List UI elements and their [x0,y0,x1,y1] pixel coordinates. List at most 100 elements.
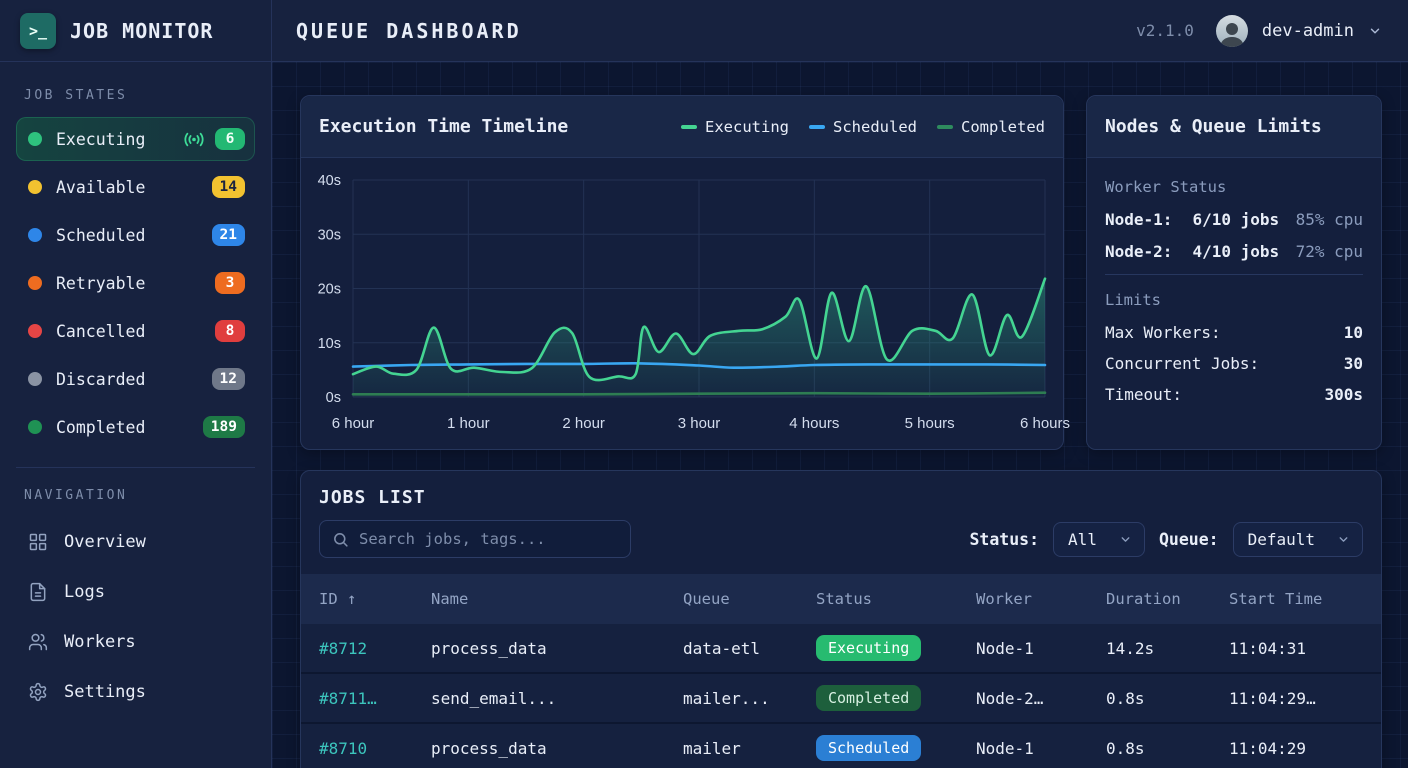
status-badge: Completed [816,685,922,711]
state-label: Cancelled [56,321,146,341]
column-id[interactable]: ID ↑ [319,590,357,608]
column-status[interactable]: Status [816,590,872,608]
username[interactable]: dev-admin [1261,20,1354,41]
job-worker: Node-2… [976,688,1044,708]
table-row[interactable]: #8711… send_email... mailer... Completed… [301,674,1381,724]
svg-text:5 hours: 5 hours [905,415,955,432]
worker-status-heading: Worker Status [1105,178,1227,196]
queue-filter-label: Queue: [1158,529,1219,549]
svg-text:0s: 0s [326,390,341,406]
search-icon [334,532,348,547]
status-dot [28,372,42,386]
limit-row: Timeout: 300s [1105,385,1363,404]
legend-executing: Executing [681,118,789,136]
sidebar-state-cancelled[interactable]: Cancelled 8 [16,309,255,353]
jobs-panel: JOBS LIST Status: All Queue: Default [300,470,1382,768]
sidebar-item-settings[interactable]: Settings [16,667,255,717]
sidebar-state-completed[interactable]: Completed 189 [16,405,255,449]
column-worker[interactable]: Worker [976,590,1032,608]
state-label: Completed [56,417,146,437]
job-start-time: 11:04:29 [1229,738,1307,758]
status-filter-label: Status: [969,529,1040,549]
limit-row: Max Workers: 10 [1105,323,1363,342]
count-badge: 12 [211,368,245,390]
state-label: Discarded [56,369,146,389]
sidebar-state-executing[interactable]: Executing 6 [16,117,255,161]
sidebar-state-retryable[interactable]: Retryable 3 [16,261,255,305]
state-label: Available [56,177,146,197]
sidebar-divider [16,467,255,468]
svg-text:2 hour: 2 hour [562,415,605,432]
svg-text:40s: 40s [318,173,341,189]
job-duration: 0.8s [1106,738,1145,758]
users-icon [28,633,48,651]
job-states-heading: JOB STATES [24,88,128,103]
table-row[interactable]: #8710 process_data mailer Scheduled Node… [301,724,1381,768]
state-label: Scheduled [56,225,146,245]
nav-label: Workers [64,632,136,652]
job-name: send_email... [431,688,557,708]
table-row[interactable]: #8712 process_data data-etl Executing No… [301,624,1381,674]
job-duration: 14.2s [1106,638,1155,658]
nav-label: Logs [64,582,105,602]
column-duration[interactable]: Duration [1106,590,1181,608]
job-queue: data-etl [683,638,761,658]
app-title: JOB MONITOR [70,18,214,43]
svg-text:10s: 10s [318,336,341,352]
status-dot [28,228,42,242]
job-start-time: 11:04:29… [1229,688,1316,708]
avatar[interactable] [1215,14,1248,47]
job-start-time: 11:04:31 [1229,638,1307,658]
panel-divider [1105,274,1363,275]
legend-dash [937,124,953,129]
person-silhouette-icon [1220,22,1244,47]
count-badge: 8 [215,320,245,342]
status-dot [28,420,42,434]
sidebar-item-workers[interactable]: Workers [16,617,255,667]
topbar: >_ JOB MONITOR QUEUE DASHBOARD v2.1.0 de… [0,0,1408,62]
job-id-link[interactable]: #8712 [319,638,368,658]
timeline-panel: Execution Time Timeline Executing Schedu… [300,95,1070,450]
queue-filter-select[interactable]: Default [1232,521,1363,557]
count-badge: 14 [211,176,245,198]
sidebar-state-available[interactable]: Available 14 [16,165,255,209]
job-worker: Node-1 [976,738,1034,758]
sidebar-item-logs[interactable]: Logs [16,567,255,617]
chevron-down-icon [1339,536,1348,542]
sidebar-state-scheduled[interactable]: Scheduled 21 [16,213,255,257]
job-id-link[interactable]: #8710 [319,738,368,758]
job-name: process_data [431,738,547,758]
chart-legend: Executing Scheduled Completed [681,118,1045,136]
legend-dash [681,124,697,129]
count-badge: 21 [211,224,245,246]
status-dot [28,180,42,194]
main-content: Execution Time Timeline Executing Schedu… [272,62,1408,768]
nodes-title: Nodes & Queue Limits [1105,116,1322,137]
column-name[interactable]: Name [431,590,469,608]
column-start-time[interactable]: Start Time [1229,590,1323,608]
status-dot [28,324,42,338]
status-dot [28,132,42,146]
status-dot [28,276,42,290]
nav-label: Settings [64,682,146,702]
search-box[interactable] [319,520,631,558]
status-filter-select[interactable]: All [1053,521,1145,557]
terminal-icon: >_ [20,12,56,49]
node-status-row: Node-2: 4/10 jobs 72% cpu [1105,242,1363,261]
job-queue: mailer... [683,688,770,708]
legend-dash [809,124,825,129]
grid-icon [29,533,47,551]
node-status-row: Node-1: 6/10 jobs 85% cpu [1105,210,1363,229]
sidebar-item-overview[interactable]: Overview [16,517,255,567]
job-id-link[interactable]: #8711… [319,688,377,708]
search-input[interactable] [359,530,618,548]
svg-text:6 hour: 6 hour [332,415,375,432]
sidebar-state-discarded[interactable]: Discarded 12 [16,357,255,401]
count-badge: 189 [202,416,245,438]
chevron-down-icon[interactable] [1368,24,1382,38]
navigation-heading: NAVIGATION [24,488,128,503]
column-queue[interactable]: Queue [683,590,730,608]
limit-row: Concurrent Jobs: 30 [1105,354,1363,373]
page-title: QUEUE DASHBOARD [296,18,522,43]
status-badge: Executing [816,635,922,661]
